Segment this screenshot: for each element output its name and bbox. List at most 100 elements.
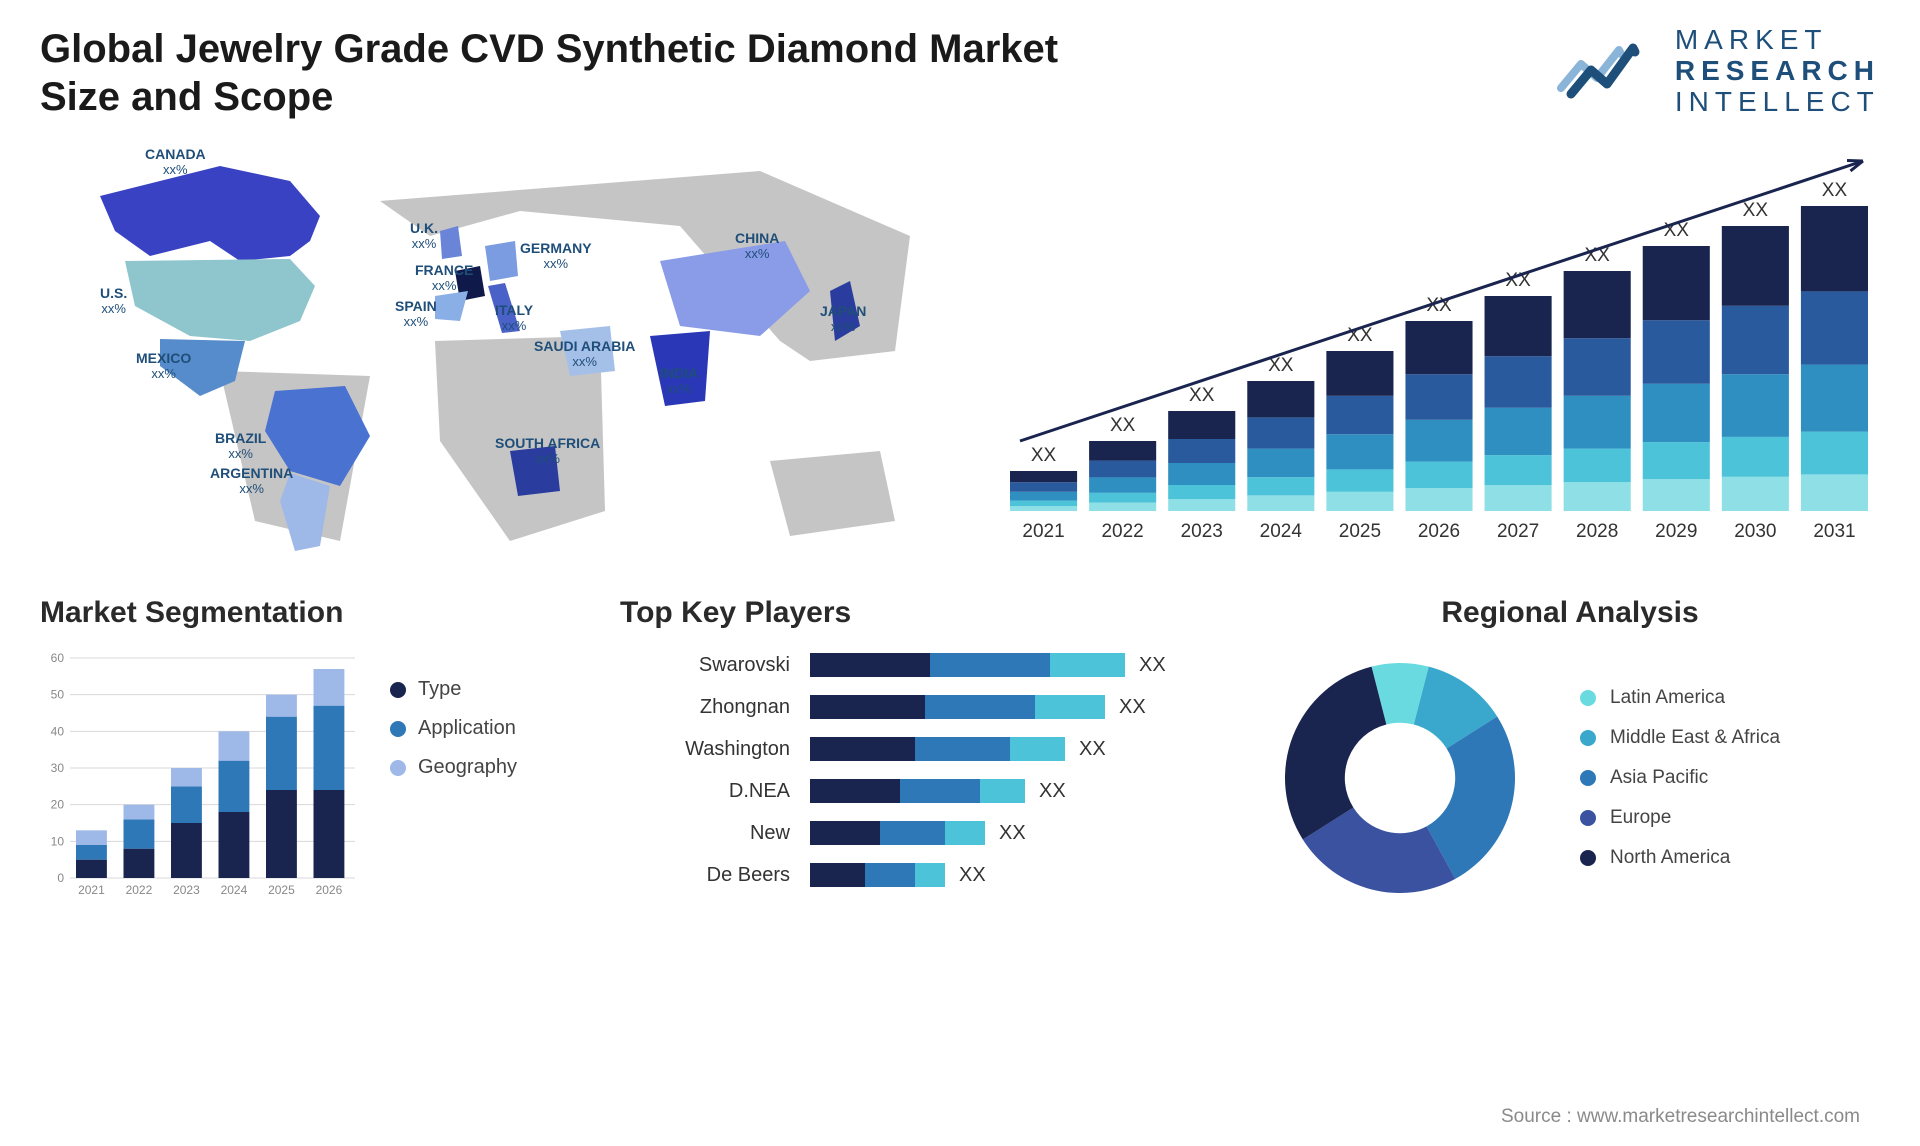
seg-y-tick: 50 <box>51 688 65 702</box>
logo-line-3: INTELLECT <box>1675 87 1880 118</box>
regional-legend-item: Middle East & Africa <box>1580 727 1780 749</box>
forecast-bar-seg <box>1168 463 1235 485</box>
forecast-bar-seg <box>1722 437 1789 477</box>
seg-bar-seg <box>219 761 250 812</box>
seg-year-label: 2024 <box>221 883 248 897</box>
seg-year-label: 2022 <box>126 883 153 897</box>
forecast-bar-seg <box>1643 246 1710 320</box>
forecast-bar-seg <box>1405 420 1472 462</box>
regional-legend-item: North America <box>1580 847 1780 869</box>
regional-legend-swatch <box>1580 810 1596 826</box>
forecast-bar-seg <box>1010 501 1077 507</box>
seg-bar-seg <box>171 786 202 823</box>
regional-legend-swatch <box>1580 850 1596 866</box>
seg-bar-seg <box>219 812 250 878</box>
regional-legend-label: Middle East & Africa <box>1610 727 1780 749</box>
forecast-bar-seg <box>1564 338 1631 396</box>
header: Global Jewelry Grade CVD Synthetic Diamo… <box>40 25 1880 121</box>
player-bar-wrap: XX <box>810 863 986 887</box>
player-bar-seg <box>930 653 1050 677</box>
forecast-year-label: 2023 <box>1181 521 1223 542</box>
forecast-bar-seg <box>1247 495 1314 511</box>
forecast-bar-seg <box>1801 206 1868 291</box>
seg-legend-label: Application <box>418 717 516 740</box>
forecast-bar-seg <box>1326 396 1393 434</box>
players-list: SwarovskiXXZhongnanXXWashingtonXXD.NEAXX… <box>620 648 1220 892</box>
player-bar <box>810 653 1125 677</box>
player-bar-seg <box>1035 695 1105 719</box>
player-bar-seg <box>865 863 915 887</box>
forecast-bar-seg <box>1485 296 1552 356</box>
forecast-bar-seg <box>1326 351 1393 396</box>
player-bar-seg <box>810 863 865 887</box>
regional-donut-chart <box>1260 648 1540 908</box>
regional-legend-label: Asia Pacific <box>1610 767 1708 789</box>
regional-panel: Regional Analysis Latin AmericaMiddle Ea… <box>1260 596 1880 908</box>
forecast-bar-label: XX <box>1822 180 1848 201</box>
forecast-year-label: 2029 <box>1655 521 1697 542</box>
player-bar-seg <box>810 737 915 761</box>
country-spain <box>435 291 468 321</box>
seg-bar-seg <box>266 717 297 790</box>
country-argentina <box>280 473 330 551</box>
player-value: XX <box>1119 696 1146 719</box>
regional-legend-label: North America <box>1610 847 1730 869</box>
seg-legend-swatch <box>390 760 406 776</box>
player-bar-seg <box>915 737 1010 761</box>
player-bar-seg <box>810 653 930 677</box>
seg-bar-seg <box>76 860 107 878</box>
player-bar-seg <box>1050 653 1125 677</box>
regional-legend-swatch <box>1580 730 1596 746</box>
row-top: CANADAxx%U.S.xx%MEXICOxx%BRAZILxx%ARGENT… <box>40 141 1880 561</box>
player-row: D.NEAXX <box>620 774 1220 808</box>
forecast-year-label: 2026 <box>1418 521 1460 542</box>
seg-legend-item: Application <box>390 717 517 740</box>
player-bar <box>810 863 945 887</box>
forecast-year-label: 2027 <box>1497 521 1539 542</box>
forecast-bar-seg <box>1643 384 1710 442</box>
seg-legend-swatch <box>390 682 406 698</box>
seg-bar-seg <box>314 790 345 878</box>
forecast-bar-seg <box>1801 474 1868 511</box>
forecast-bar-seg <box>1089 477 1156 492</box>
players-panel: Top Key Players SwarovskiXXZhongnanXXWas… <box>620 596 1220 908</box>
forecast-bar-seg <box>1010 482 1077 492</box>
forecast-bar-seg <box>1326 434 1393 469</box>
player-row: SwarovskiXX <box>620 648 1220 682</box>
logo-text: MARKET RESEARCH INTELLECT <box>1675 25 1880 117</box>
player-name: Washington <box>620 738 810 761</box>
player-value: XX <box>999 822 1026 845</box>
regional-legend-item: Europe <box>1580 807 1780 829</box>
seg-year-label: 2026 <box>316 883 343 897</box>
forecast-bar-seg <box>1247 417 1314 448</box>
forecast-bar-seg <box>1564 482 1631 511</box>
country-usa <box>125 259 315 341</box>
forecast-bar-chart: XX2021XX2022XX2023XX2024XX2025XX2026XX20… <box>980 141 1880 561</box>
player-bar-seg <box>810 695 925 719</box>
forecast-bar-seg <box>1089 493 1156 503</box>
player-bar <box>810 779 1025 803</box>
forecast-bar-seg <box>1643 442 1710 479</box>
player-name: Swarovski <box>620 654 810 677</box>
country-uk <box>440 226 462 259</box>
forecast-bar-seg <box>1168 439 1235 463</box>
forecast-bar-seg <box>1564 449 1631 483</box>
regional-legend-label: Latin America <box>1610 687 1725 709</box>
forecast-bar-label: XX <box>1110 415 1136 436</box>
player-row: WashingtonXX <box>620 732 1220 766</box>
player-bar-seg <box>810 821 880 845</box>
source-text: Source : www.marketresearchintellect.com <box>1501 1106 1860 1128</box>
seg-y-tick: 30 <box>51 761 65 775</box>
forecast-bar-seg <box>1485 356 1552 408</box>
forecast-bar-seg <box>1168 485 1235 499</box>
seg-y-tick: 40 <box>51 724 65 738</box>
forecast-bar-seg <box>1168 499 1235 511</box>
seg-year-label: 2025 <box>268 883 295 897</box>
forecast-bar-label: XX <box>1743 200 1769 221</box>
player-row: ZhongnanXX <box>620 690 1220 724</box>
country-safrica <box>510 446 560 496</box>
forecast-year-label: 2025 <box>1339 521 1381 542</box>
regional-legend: Latin America Middle East & Africa Asia Pa… <box>1580 687 1780 869</box>
seg-bar-seg <box>124 849 155 878</box>
seg-bar-seg <box>266 790 297 878</box>
